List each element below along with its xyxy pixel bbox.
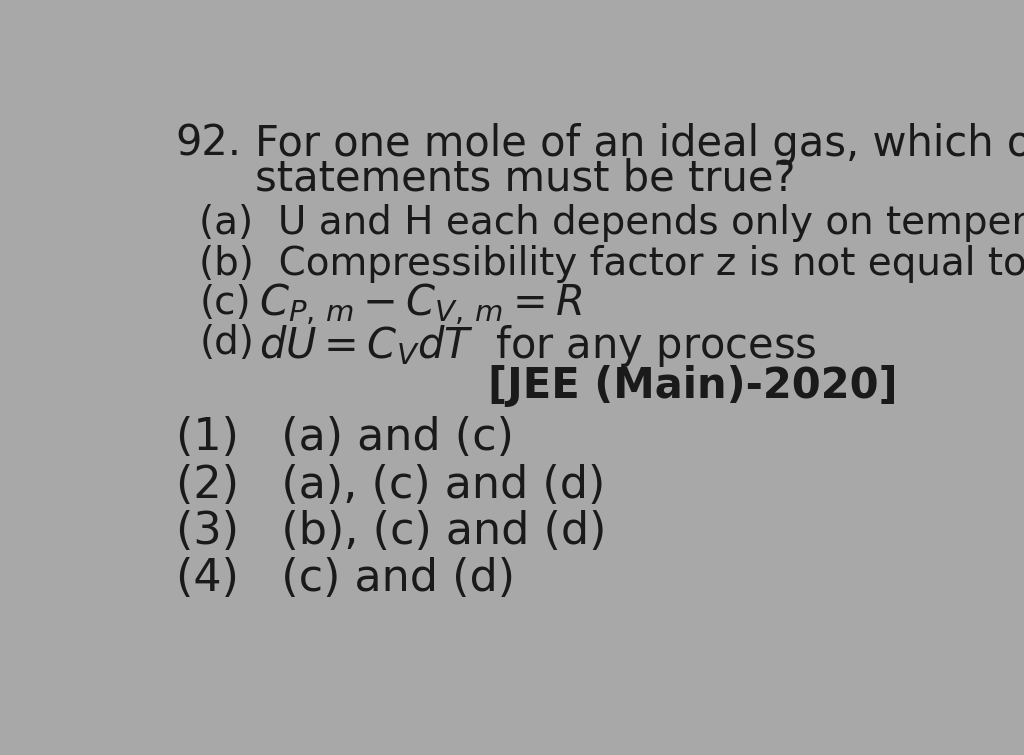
Text: (d): (d) — [200, 325, 254, 362]
Text: (a)  U and H each depends only on temperature: (a) U and H each depends only on tempera… — [200, 204, 1024, 242]
Text: (1)   (a) and (c): (1) (a) and (c) — [176, 416, 513, 459]
Text: (2)   (a), (c) and (d): (2) (a), (c) and (d) — [176, 464, 605, 507]
Text: (c): (c) — [200, 284, 251, 322]
Text: (4)   (c) and (d): (4) (c) and (d) — [176, 557, 515, 599]
Text: $C_{P,\,m} - C_{V,\,m} = R$: $C_{P,\,m} - C_{V,\,m} = R$ — [259, 282, 583, 327]
Text: For one mole of an ideal gas, which of these: For one mole of an ideal gas, which of t… — [255, 122, 1024, 165]
Text: [JEE (Main)-2020]: [JEE (Main)-2020] — [488, 365, 898, 407]
Text: statements must be true?: statements must be true? — [255, 158, 796, 199]
Text: (b)  Compressibility factor z is not equal to 1: (b) Compressibility factor z is not equa… — [200, 245, 1024, 282]
Text: $dU = C_V dT$  for any process: $dU = C_V dT$ for any process — [259, 322, 816, 368]
Text: (3)   (b), (c) and (d): (3) (b), (c) and (d) — [176, 510, 606, 553]
Text: 92.: 92. — [176, 122, 242, 165]
